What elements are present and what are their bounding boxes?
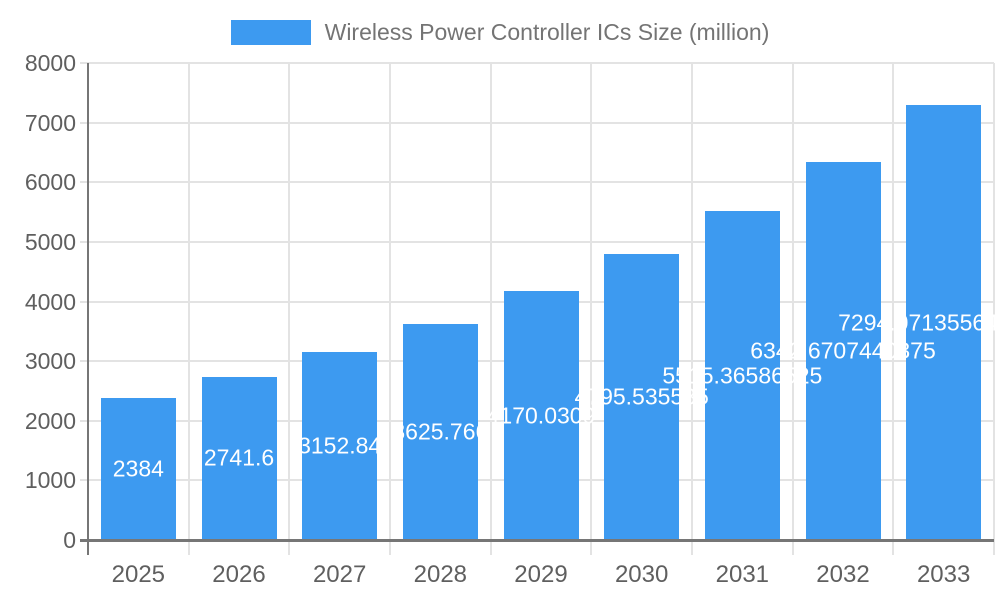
y-tick-label: 4000: [24, 288, 76, 315]
x-tick-label: 2031: [715, 561, 770, 588]
bar: [201, 376, 277, 540]
x-gridline: [892, 63, 895, 555]
bar: [704, 211, 780, 540]
bar-value-label: 2741.6: [203, 444, 275, 471]
y-tick-label: 3000: [24, 348, 76, 375]
bar: [805, 161, 881, 540]
bar-value-label: 4795.535535: [574, 383, 709, 410]
bar: [100, 397, 176, 540]
bar: [302, 352, 378, 540]
x-tick-label: 2030: [614, 561, 669, 588]
bar-value-label: 3625.766: [392, 418, 489, 445]
x-gridline: [590, 63, 593, 555]
y-tick-label: 8000: [24, 50, 76, 76]
y-gridline: [80, 181, 994, 184]
y-gridline: [80, 121, 994, 124]
legend-label[interactable]: Wireless Power Controller ICs Size (mill…: [324, 18, 770, 45]
bar-value-label: 4170.0309: [486, 402, 596, 429]
x-gridline: [389, 63, 391, 555]
x-tick-label: 2029: [514, 561, 568, 588]
x-tick-label: 2032: [816, 561, 870, 588]
bar-value-label: 6342.6707440375: [750, 337, 936, 364]
y-tick-label: 1000: [24, 467, 76, 494]
y-gridline: [80, 240, 994, 243]
x-axis-line: [80, 539, 994, 542]
y-axis-line: [87, 63, 89, 555]
bar-value-label: 7294.071355643125: [838, 309, 1000, 336]
bar: [604, 254, 680, 540]
x-gridline: [993, 63, 995, 555]
y-tick-label: 7000: [24, 109, 76, 136]
x-tick-label: 2027: [312, 561, 367, 588]
y-tick-label: 6000: [24, 169, 76, 196]
bar-value-label: 2384: [112, 455, 164, 482]
bar-value-label: 5515.36586525: [662, 362, 823, 389]
y-gridline: [80, 62, 994, 64]
bar: [503, 291, 579, 540]
x-gridline: [791, 63, 794, 555]
x-tick-label: 2033: [916, 561, 971, 588]
x-gridline: [691, 63, 693, 555]
legend-swatch[interactable]: [230, 19, 311, 45]
y-tick-label: 2000: [24, 407, 76, 434]
x-tick-label: 2028: [413, 561, 468, 588]
y-tick-label: 0: [63, 527, 76, 553]
bar: [402, 323, 478, 540]
chart-legend[interactable]: Wireless Power Controller ICs Size (mill…: [0, 19, 1000, 45]
bar: [906, 105, 982, 540]
x-tick-label: 2025: [111, 561, 166, 588]
x-gridline: [288, 63, 291, 555]
x-gridline: [489, 63, 492, 555]
bar-value-label: 3152.84: [298, 432, 382, 459]
x-gridline: [187, 63, 190, 555]
y-tick-label: 5000: [24, 228, 76, 255]
x-tick-label: 2026: [212, 561, 266, 588]
